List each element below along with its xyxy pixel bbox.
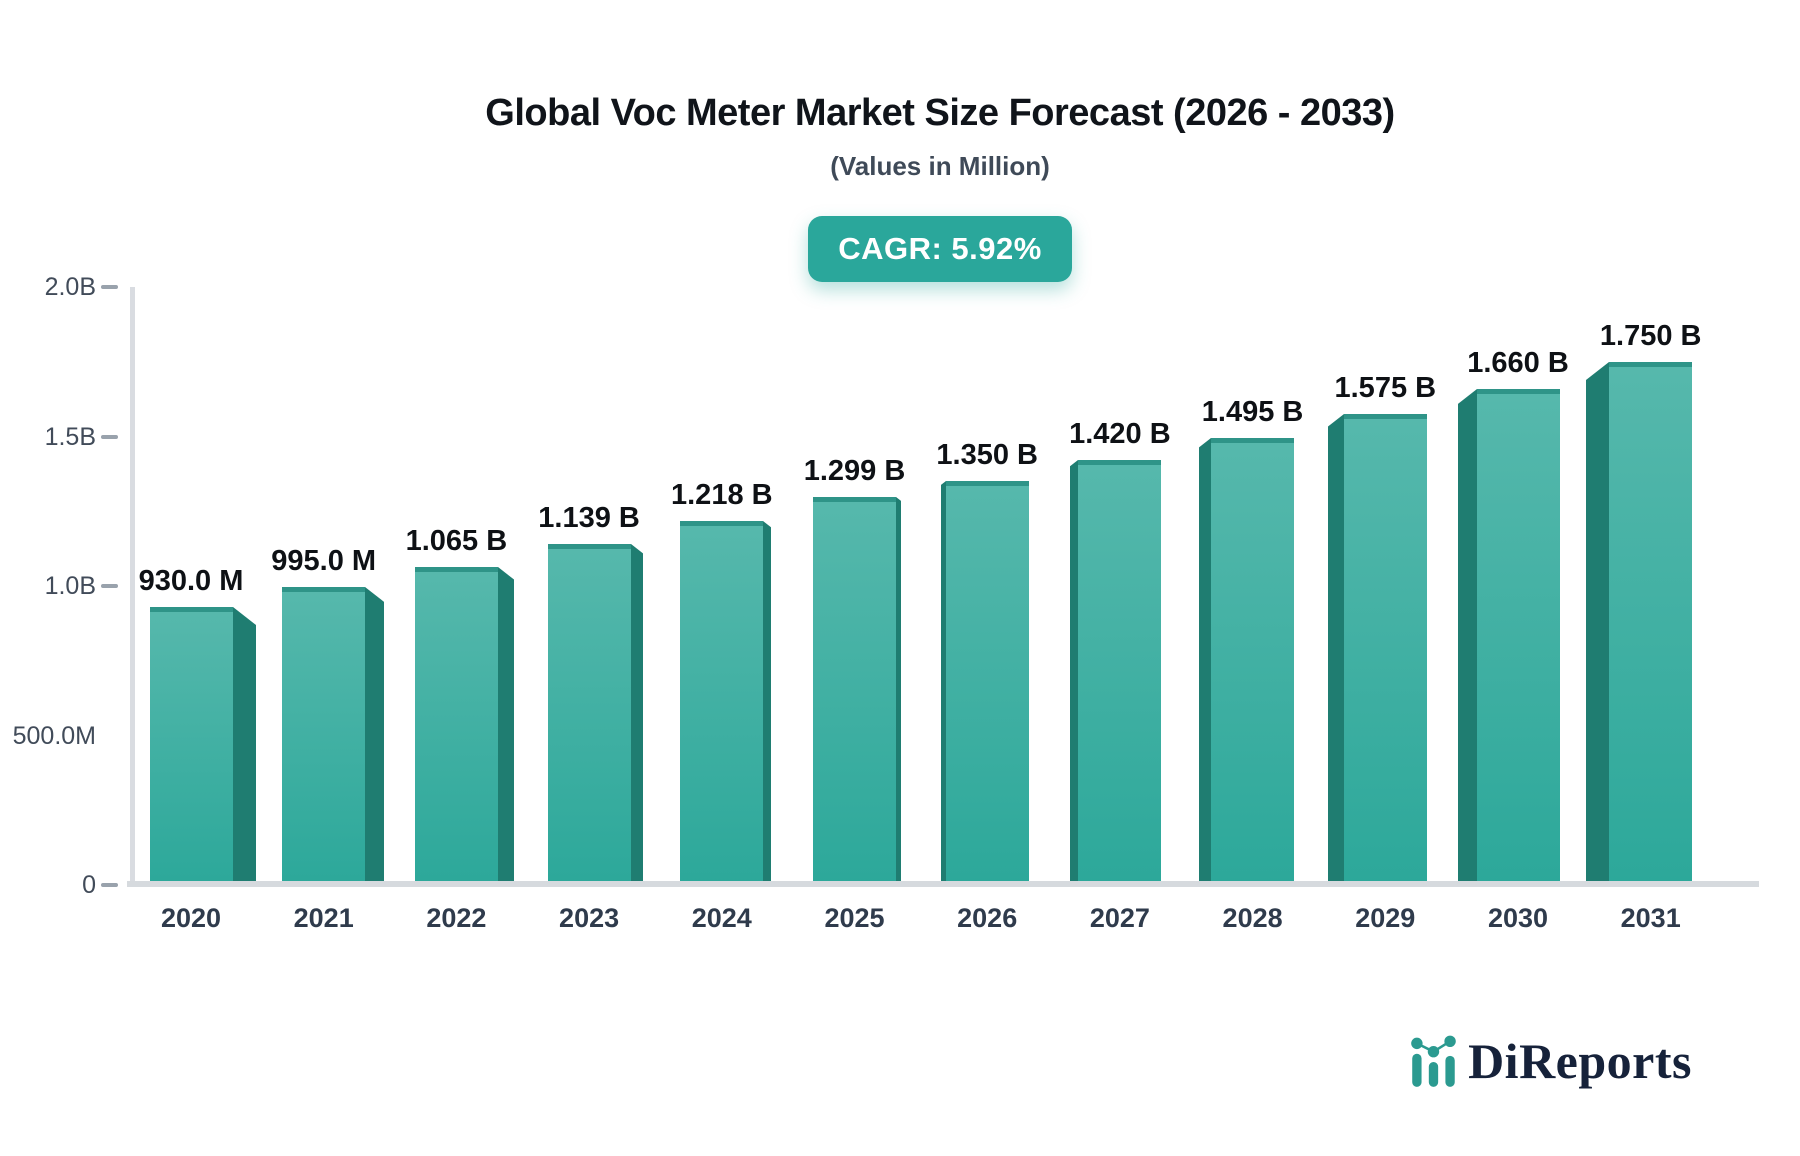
bar-2026	[945, 481, 1029, 885]
cagr-badge: CAGR: 5.92%	[808, 216, 1072, 282]
x-axis-label: 2031	[1620, 903, 1681, 933]
bar-2031	[1609, 361, 1693, 885]
x-axis-label: 2029	[1355, 903, 1416, 933]
logo-text: DiReports	[1468, 1033, 1692, 1089]
chart-title: Global Voc Meter Market Size Forecast (2…	[485, 92, 1395, 134]
x-axis-label: 2026	[957, 903, 1018, 933]
bar-2027	[1078, 460, 1162, 885]
bar-2029	[1343, 414, 1427, 885]
x-axis-label: 2025	[824, 903, 885, 933]
bar-2024	[680, 520, 764, 885]
bar-side-face	[1199, 437, 1212, 886]
bar-side-face	[365, 587, 385, 886]
bar-side-face	[1070, 460, 1079, 886]
x-axis-label: 2030	[1487, 903, 1549, 933]
bar-side-face	[232, 606, 256, 886]
x-axis-label: 2028	[1222, 903, 1283, 933]
bar-2030	[1476, 388, 1560, 885]
bar-2025	[813, 496, 896, 885]
chart-subtitle: (Values in Million)	[830, 151, 1050, 181]
bar-2021	[282, 587, 366, 885]
bar-side-face	[630, 544, 643, 886]
direports-logo: DiReports	[1410, 1032, 1692, 1090]
x-axis-label: 2023	[559, 903, 620, 933]
mini-bar-chart-logo-icon	[1411, 1035, 1456, 1087]
bar-2022	[414, 566, 498, 885]
bar-side-face	[896, 496, 901, 886]
chart-header: Global Voc Meter Market Size Forecast (2…	[90, 92, 1790, 282]
bar-2020	[149, 606, 233, 885]
x-axis-label: 2022	[426, 903, 487, 933]
bar-plot-area	[149, 361, 1693, 886]
x-axis-label: 2021	[293, 903, 354, 933]
bar-2023	[547, 544, 631, 885]
x-axis-label: 2020	[160, 903, 222, 933]
bar-side-face	[1586, 361, 1610, 886]
bar-side-face	[1327, 414, 1344, 886]
bar-side-face	[763, 520, 772, 886]
x-axis-label: 2027	[1089, 903, 1150, 933]
bar-2028	[1211, 437, 1295, 885]
bar-side-face	[497, 566, 514, 886]
x-axis-label: 2024	[691, 903, 752, 933]
bar-side-face	[1457, 388, 1477, 886]
